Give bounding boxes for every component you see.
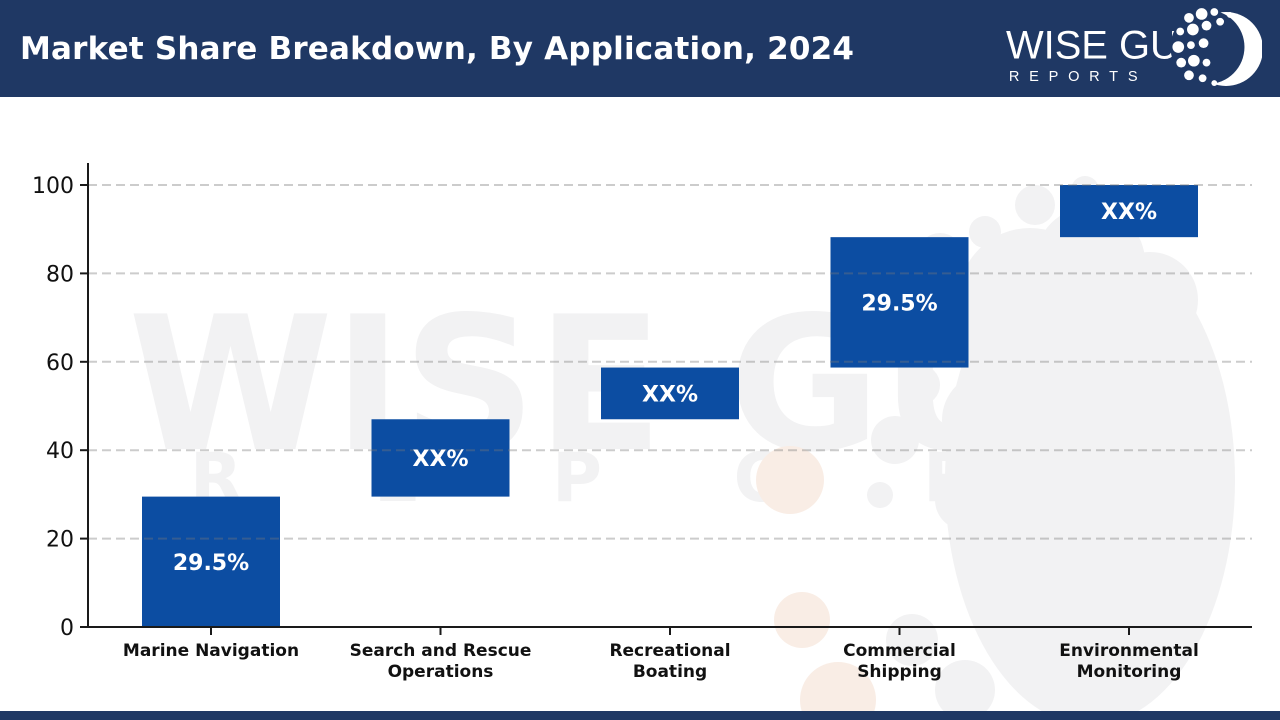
logo-head-icon [1170, 7, 1262, 86]
bar-value-label: XX% [1101, 200, 1157, 225]
x-category-label: Recreational Boating [609, 641, 730, 682]
footer-bar [0, 711, 1280, 720]
chart-title: Market Share Breakdown, By Application, … [20, 30, 855, 67]
y-tick-label: 20 [46, 528, 74, 553]
bar-value-label: 29.5% [173, 551, 249, 576]
bar-segment [142, 496, 280, 627]
y-tick-label: 100 [32, 174, 74, 199]
y-tick-label: 40 [46, 439, 74, 464]
logo-subtitle: REPORTS [1009, 69, 1147, 85]
x-category-label: Search and Rescue Operations [350, 641, 532, 682]
bar-segment [1060, 185, 1198, 238]
y-tick-label: 60 [46, 351, 74, 376]
header-bar: Market Share Breakdown, By Application, … [0, 0, 1280, 97]
x-category-label: Commercial Shipping [843, 641, 956, 682]
y-tick-label: 0 [60, 616, 74, 641]
bar-value-label: 29.5% [861, 291, 937, 316]
bar-segment [371, 419, 510, 497]
x-category-label: Marine Navigation [123, 641, 299, 661]
bar-segment [601, 367, 739, 420]
y-tick-label: 80 [46, 262, 74, 287]
bar-value-label: XX% [413, 447, 469, 472]
x-category-label: Environmental Monitoring [1059, 641, 1199, 682]
wiseguy-logo: WISE GUY REPORTS [1006, 7, 1262, 86]
watermark-head-icon [756, 176, 1235, 720]
bar-value-label: XX% [642, 382, 698, 407]
bar-segment [830, 237, 969, 368]
